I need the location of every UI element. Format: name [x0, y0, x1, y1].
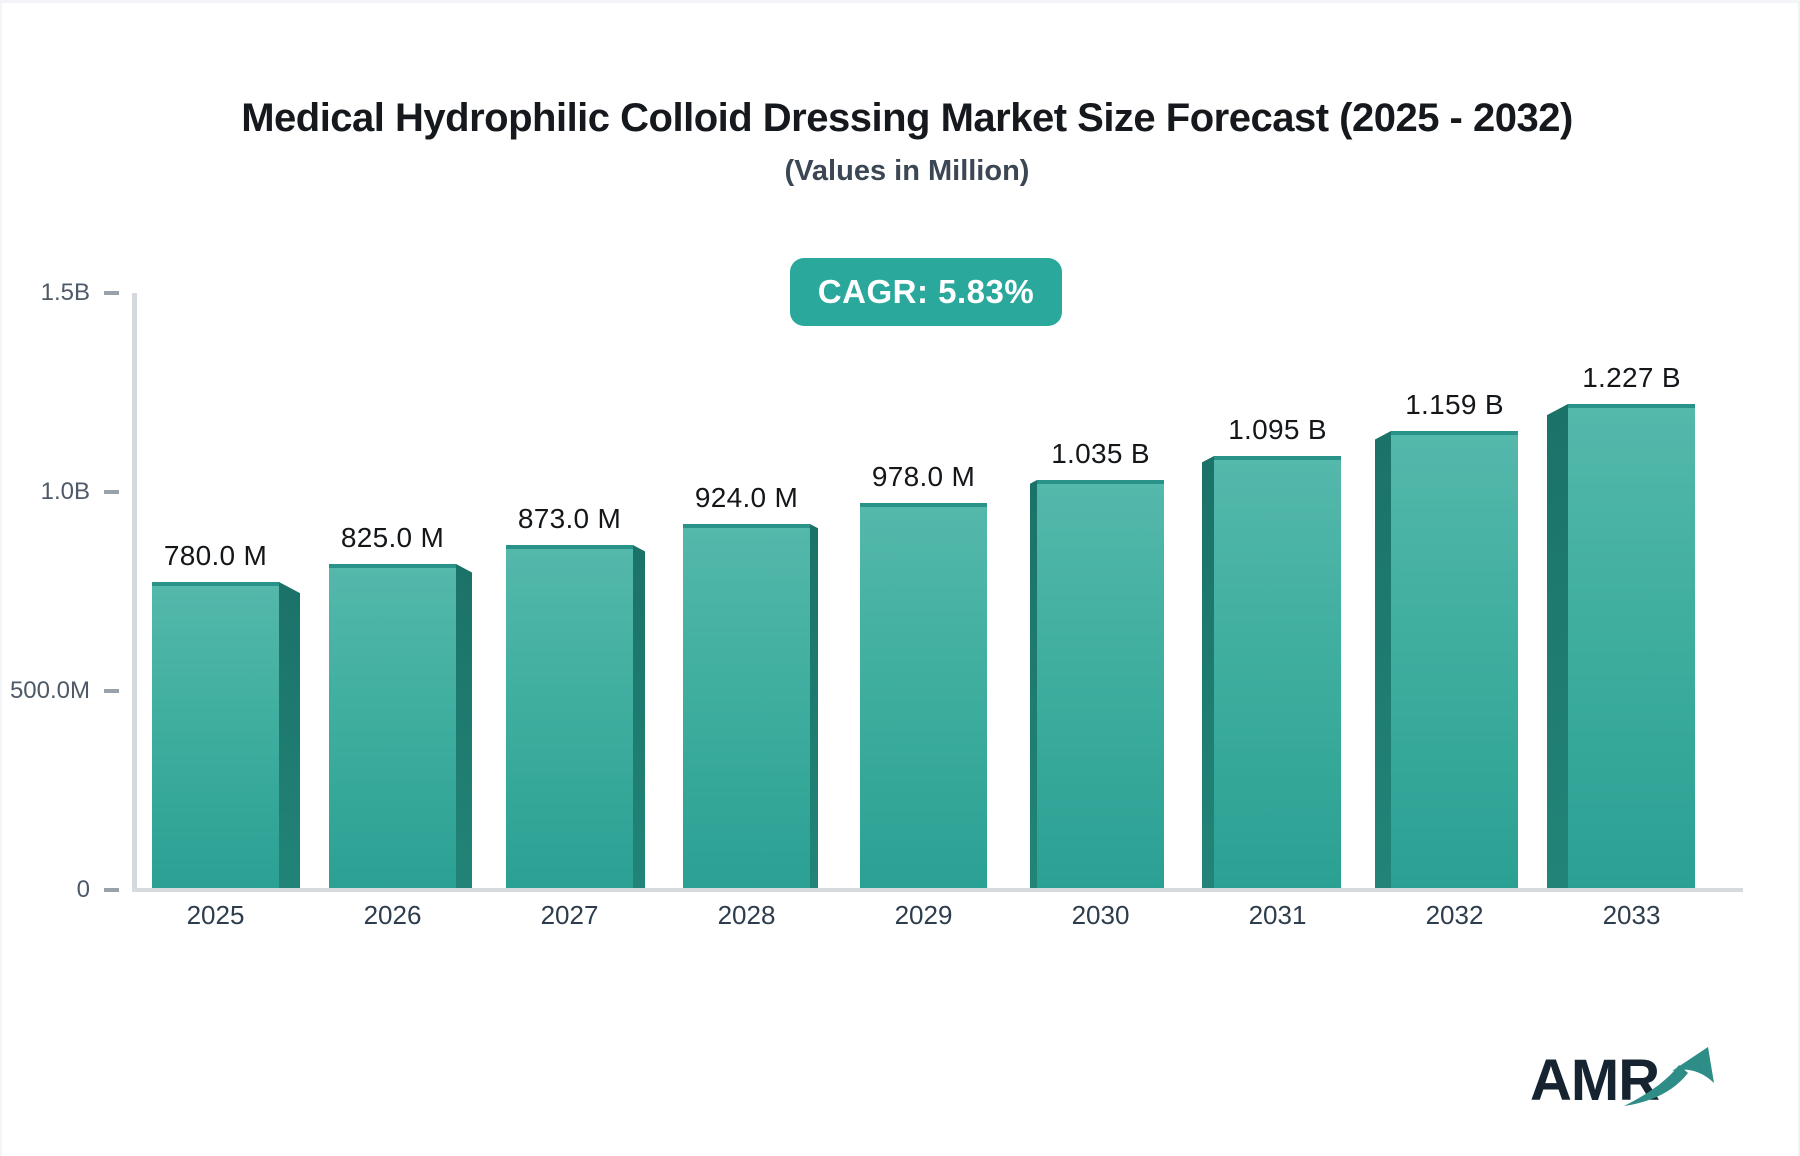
cagr-badge: CAGR: 5.83%: [790, 258, 1062, 326]
y-axis-label: 1.0B: [40, 478, 90, 505]
chart-subtitle: (Values in Million): [784, 155, 1030, 187]
chart-title: Medical Hydrophilic Colloid Dressing Mar…: [241, 96, 1573, 140]
bar-side-face: [633, 545, 645, 892]
bar-side-face: [1375, 431, 1391, 892]
bar-2027: [506, 545, 633, 892]
x-axis-label-2025: 2025: [186, 900, 245, 930]
bar-value-label: 873.0 M: [517, 503, 622, 534]
y-axis-label: 0: [76, 876, 90, 903]
bar-side-face: [456, 564, 472, 892]
bar-side-face: [1547, 404, 1568, 892]
y-axis-tick: [104, 490, 119, 494]
x-axis-label-2030: 2030: [1071, 900, 1130, 930]
y-axis-tick: [104, 689, 119, 693]
bar-value-label: 1.095 B: [1228, 414, 1327, 445]
bar-value-label: 825.0 M: [340, 522, 445, 553]
amr-logo: AMR: [1530, 1041, 1720, 1121]
bar-side-face: [1030, 480, 1037, 892]
bar-value-label: 1.227 B: [1582, 362, 1681, 393]
x-axis-label-2029: 2029: [894, 900, 953, 930]
y-axis-label: 500.0M: [9, 677, 90, 704]
x-axis-line: [132, 888, 1743, 892]
x-axis-label-2032: 2032: [1425, 900, 1484, 930]
x-axis-label-2031: 2031: [1248, 900, 1307, 930]
chart-header: Medical Hydrophilic Colloid Dressing Mar…: [12, 95, 1798, 188]
x-axis-label-2033: 2033: [1602, 900, 1661, 930]
bar-2033: [1568, 404, 1695, 892]
plot-area: 780.0 M 825.0 M 873.0 M 924.0 M 978.0 M 1.035…: [132, 333, 1777, 892]
bar-2029: [860, 503, 987, 892]
bar-value-label: 978.0 M: [871, 461, 976, 492]
bar-2028: [683, 524, 810, 892]
bar-value-label: 924.0 M: [694, 482, 799, 513]
y-axis-label: 1.5B: [40, 279, 90, 306]
y-axis-tick: [104, 291, 119, 295]
bar-2030: [1037, 480, 1164, 892]
growth-arrow-icon: [1624, 1047, 1714, 1106]
bar-2032: [1391, 431, 1518, 892]
bar-side-face: [1202, 456, 1214, 892]
y-axis-line: [132, 293, 137, 892]
bar-side-face: [810, 524, 818, 892]
bar-2031: [1214, 456, 1341, 892]
y-axis-tick: [104, 888, 119, 892]
bar-side-face: [279, 582, 300, 892]
x-axis-labels: 2025 2026 2027 2028 2029 2030 2031 2032 2033: [132, 900, 1777, 940]
bar-value-label: 780.0 M: [163, 540, 268, 571]
x-axis-label-2028: 2028: [717, 900, 776, 930]
x-axis-label-2027: 2027: [540, 900, 599, 930]
bar-value-label: 1.159 B: [1405, 389, 1504, 420]
bar-2025: [152, 582, 279, 892]
bar-value-label: 1.035 B: [1051, 438, 1150, 469]
bar-2026: [329, 564, 456, 892]
x-axis-label-2026: 2026: [363, 900, 422, 930]
